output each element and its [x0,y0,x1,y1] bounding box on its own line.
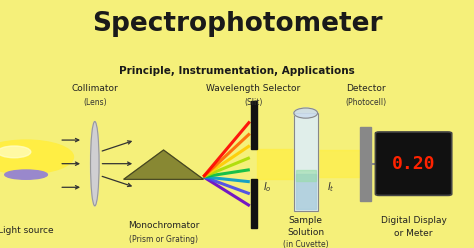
Text: (Prism or Grating): (Prism or Grating) [129,235,198,244]
Text: Solution: Solution [287,228,324,237]
Circle shape [0,140,73,174]
Bar [360,126,371,201]
Text: $I_o$: $I_o$ [263,180,271,194]
Text: (Photocell): (Photocell) [345,98,386,107]
Bar [251,179,257,228]
Ellipse shape [91,122,99,206]
Bar [296,170,316,181]
Polygon shape [124,150,203,179]
Text: (in Cuvette): (in Cuvette) [283,240,328,248]
Ellipse shape [294,108,318,118]
Text: 0.20: 0.20 [392,155,435,173]
Bar [294,113,318,211]
FancyBboxPatch shape [375,132,452,195]
Text: Monochromator: Monochromator [128,221,199,230]
Text: Spectrophotometer: Spectrophotometer [92,11,382,37]
Ellipse shape [5,170,47,179]
Bar [318,150,360,177]
Text: Collimator: Collimator [72,84,118,93]
Text: Sample: Sample [289,216,323,225]
Bar [257,149,294,179]
Text: $I_t$: $I_t$ [327,180,335,194]
Text: Digital Display: Digital Display [381,216,447,225]
Text: (Slit): (Slit) [245,98,263,107]
Bar [296,174,316,209]
Text: Wavelength Selector: Wavelength Selector [207,84,301,93]
Text: or Meter: or Meter [394,229,433,238]
Text: Detector: Detector [346,84,385,93]
Text: Principle, Instrumentation, Applications: Principle, Instrumentation, Applications [119,66,355,76]
Bar [251,101,257,149]
Circle shape [0,146,31,158]
Text: Light source: Light source [0,226,54,235]
Text: (Lens): (Lens) [83,98,107,107]
Bar [294,113,318,211]
